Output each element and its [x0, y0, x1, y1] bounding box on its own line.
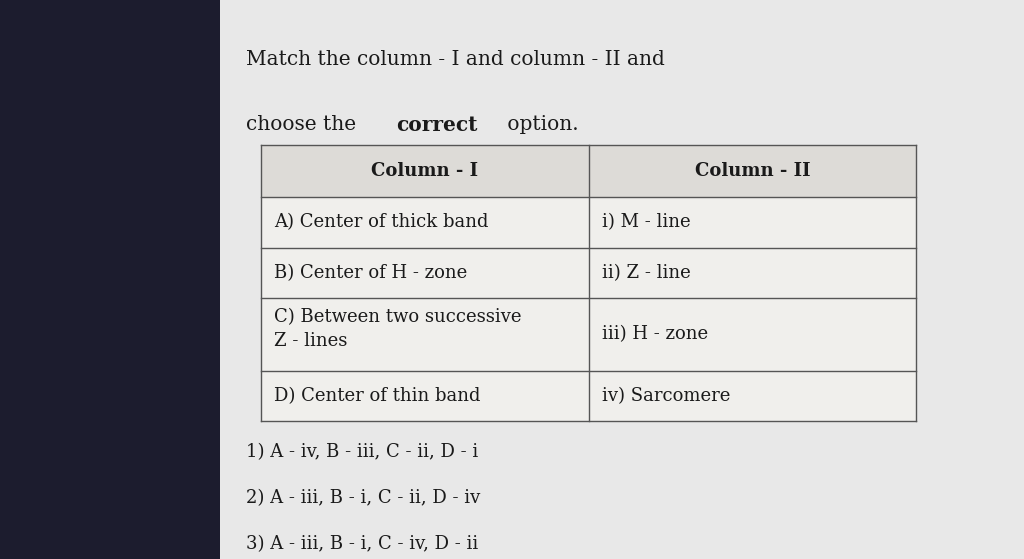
- Text: choose the: choose the: [246, 115, 362, 134]
- Text: Column - II: Column - II: [695, 162, 810, 181]
- Text: C) Between two successive
Z - lines: C) Between two successive Z - lines: [274, 308, 522, 349]
- Text: 3) A - iii, B - i, C - iv, D - ii: 3) A - iii, B - i, C - iv, D - ii: [246, 535, 478, 553]
- Text: option.: option.: [501, 115, 579, 134]
- Bar: [0, 0, 220, 559]
- Text: A) Center of thick band: A) Center of thick band: [274, 214, 488, 231]
- Text: D) Center of thin band: D) Center of thin band: [274, 387, 481, 405]
- Text: ii) Z - line: ii) Z - line: [602, 264, 691, 282]
- Text: correct: correct: [396, 115, 477, 135]
- Text: 2) A - iii, B - i, C - ii, D - iv: 2) A - iii, B - i, C - ii, D - iv: [246, 489, 480, 507]
- Text: Match the column - I and column - II and: Match the column - I and column - II and: [246, 50, 665, 69]
- Text: iv) Sarcomere: iv) Sarcomere: [602, 387, 730, 405]
- Bar: [261, 145, 916, 421]
- Text: Column - I: Column - I: [372, 162, 478, 181]
- Text: B) Center of H - zone: B) Center of H - zone: [274, 264, 468, 282]
- Text: 1) A - iv, B - iii, C - ii, D - i: 1) A - iv, B - iii, C - ii, D - i: [246, 443, 478, 461]
- Text: i) M - line: i) M - line: [602, 214, 691, 231]
- Text: iii) H - zone: iii) H - zone: [602, 325, 709, 343]
- Bar: [261, 145, 916, 197]
